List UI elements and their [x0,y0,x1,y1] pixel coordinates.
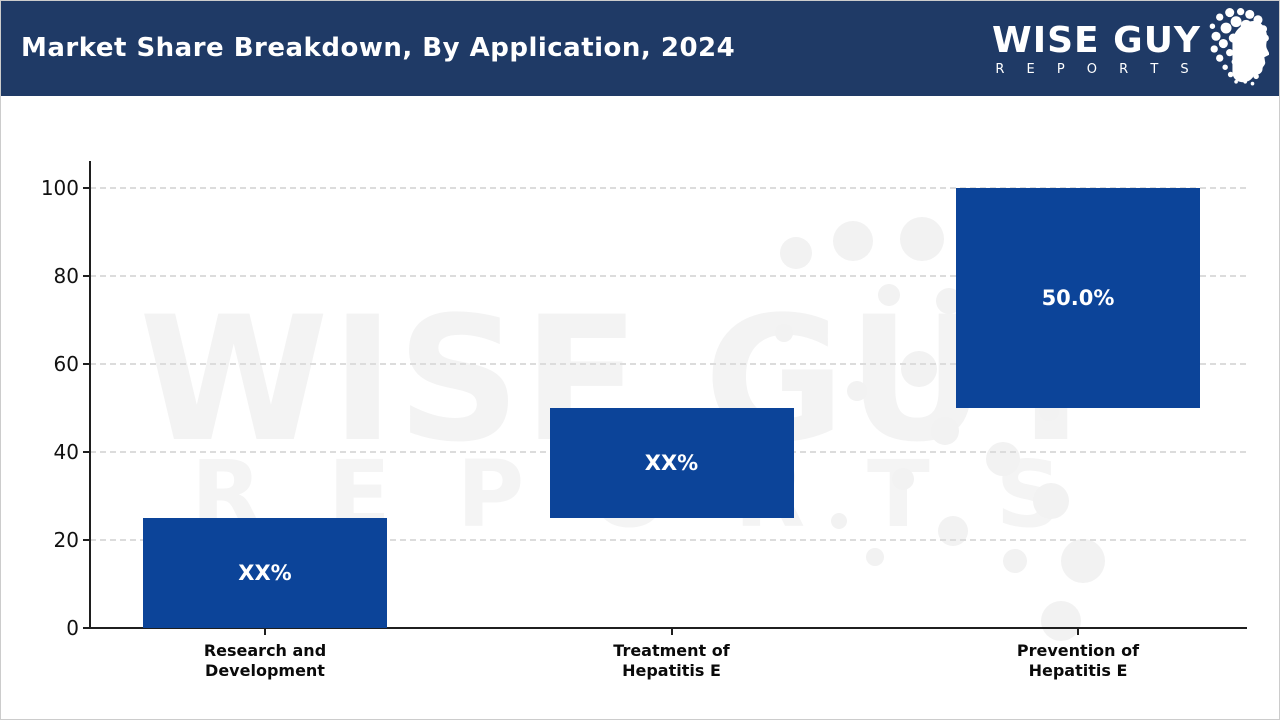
category-label-line: Research and [203,641,327,660]
bar-value-label: XX% [238,561,292,585]
gridline-100 [90,187,1246,189]
logo-text: WISE GUY R E P O R T S [991,19,1201,78]
category-label-2: Prevention of Hepatitis E [918,641,1238,681]
y-tick-label-80: 80 [53,264,79,288]
bar-2: 50.0% [956,188,1200,408]
y-tick-100 [83,187,90,189]
gridline-80 [90,275,1246,277]
gridline-20 [90,539,1246,541]
x-axis-line [89,627,1247,629]
category-label-line: Hepatitis E [1028,661,1128,680]
bar-0: XX% [143,518,387,628]
bar-value-label: XX% [644,451,699,475]
gridline-60 [90,363,1246,365]
y-tick-label-20: 20 [53,528,79,552]
bar-1: XX% [549,408,794,518]
bar-value-label: 50.0% [1041,286,1115,310]
y-tick-80 [83,275,90,277]
wise-guy-logo: WISE GUY R E P O R T S [991,8,1269,89]
y-axis-line [89,161,91,629]
y-tick-40 [83,451,90,453]
category-label-line: Development [205,661,325,680]
x-tick-2 [1077,628,1079,635]
y-tick-label-0: 0 [66,616,79,640]
y-tick-20 [83,539,90,541]
chart-title: Market Share Breakdown, By Application, … [21,33,736,63]
y-tick-label-40: 40 [53,440,79,464]
logo-face-icon [1209,8,1269,86]
y-tick-label-60: 60 [53,352,79,376]
x-tick-1 [670,628,673,635]
category-label-line: Hepatitis E [622,661,721,680]
category-label-line: Treatment of [613,641,730,660]
header: Market Share Breakdown, By Application, … [1,1,1279,96]
y-tick-label-100: 100 [40,176,79,200]
category-label-line: Prevention of [1016,641,1140,660]
y-tick-60 [83,363,90,365]
x-tick-0 [264,628,266,635]
category-label-0: Research and Development [105,641,425,681]
category-label-1: Treatment of Hepatitis E [512,641,832,681]
logo-wordmark: WISE GUY [991,19,1201,61]
y-tick-0 [83,627,90,629]
logo-subtitle: R E P O R T S [995,61,1198,77]
